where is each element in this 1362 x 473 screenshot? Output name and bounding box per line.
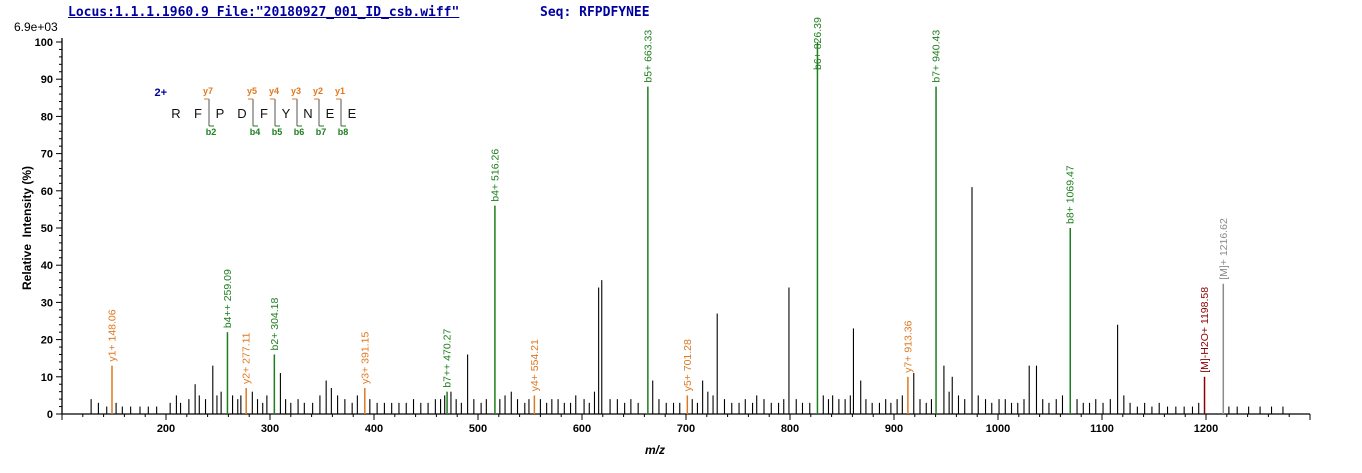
y-tick-label: 30 [41,297,53,309]
peak-label: b5+ 663.33 [642,30,654,83]
residue-letter: P [216,106,225,121]
peak-label: y5+ 701.28 [682,339,694,391]
y-ion-label: y2 [313,86,323,96]
y-ion-label: y1 [335,86,345,96]
y-tick-label: 0 [47,409,53,421]
peak-label: [M]+ 1216.62 [1218,218,1230,280]
peak-label: b8+ 1069.47 [1065,165,1077,224]
peak-label: b7+ 940.43 [931,30,943,83]
peak-label: y3+ 391.15 [359,332,371,384]
x-tick-label: 1100 [1090,423,1114,435]
peak-label: y1+ 148.06 [106,309,118,361]
peak-label: y2+ 277.11 [241,332,253,384]
y-ion-label: y5 [247,86,257,96]
y-ion-label: y4 [269,86,279,96]
y-tick-label: 40 [41,260,53,272]
y-tick-label: 20 [41,335,53,347]
y-ion-label: y3 [291,86,301,96]
residue-letter: E [348,106,357,121]
max-intensity-label: 6.9e+03 [14,20,58,34]
locus-file-header: Locus:1.1.1.1960.9 File:"20180927_001_ID… [68,5,460,20]
peak-label: b7++ 470.27 [442,329,454,388]
x-tick-label: 900 [885,423,903,435]
y-tick-label: 80 [41,111,53,123]
y-ion-label: y7 [203,86,213,96]
b-ion-label: b4 [250,127,261,137]
peak-label: b2+ 304.18 [269,297,281,350]
y-tick-label: 50 [41,223,53,235]
residue-letter: F [260,106,268,121]
x-axis-title: m/z [644,443,665,457]
b-ion-label: b2 [206,127,217,137]
y-tick-label: 90 [41,74,53,86]
y-tick-label: 100 [35,37,53,49]
x-tick-label: 400 [365,423,383,435]
b-ion-label: b7 [316,127,327,137]
peak-label: y4+ 554.21 [529,339,541,391]
x-tick-label: 1200 [1194,423,1218,435]
b-ion-label: b5 [272,127,283,137]
x-tick-label: 800 [781,423,799,435]
residue-letter: R [171,106,180,121]
residue-letter: D [237,106,246,121]
residue-letter: N [303,106,312,121]
y-tick-label: 60 [41,186,53,198]
precursor-charge-label: 2+ [154,87,167,99]
peak-label: y7+ 913.36 [902,320,914,372]
y-tick-label: 10 [41,372,53,384]
x-tick-label: 200 [157,423,175,435]
x-tick-label: 500 [469,423,487,435]
peak-label: b4+ 516.26 [489,149,501,202]
peak-label: [M]-H2O+ 1198.58 [1199,287,1211,373]
sequence-header: Seq: RFPDFYNEE [540,5,650,20]
x-tick-label: 300 [261,423,279,435]
b-ion-label: b8 [338,127,349,137]
x-tick-label: 600 [573,423,591,435]
x-tick-label: 1000 [986,423,1010,435]
residue-letter: Y [282,106,291,121]
b-ion-label: b6 [294,127,305,137]
x-tick-label: 700 [677,423,695,435]
peak-label: b6+ 826.39 [812,17,824,70]
residue-letter: E [326,106,335,121]
y-tick-label: 70 [41,149,53,161]
peak-label: b4++ 259.09 [222,269,234,328]
residue-letter: F [194,106,202,121]
